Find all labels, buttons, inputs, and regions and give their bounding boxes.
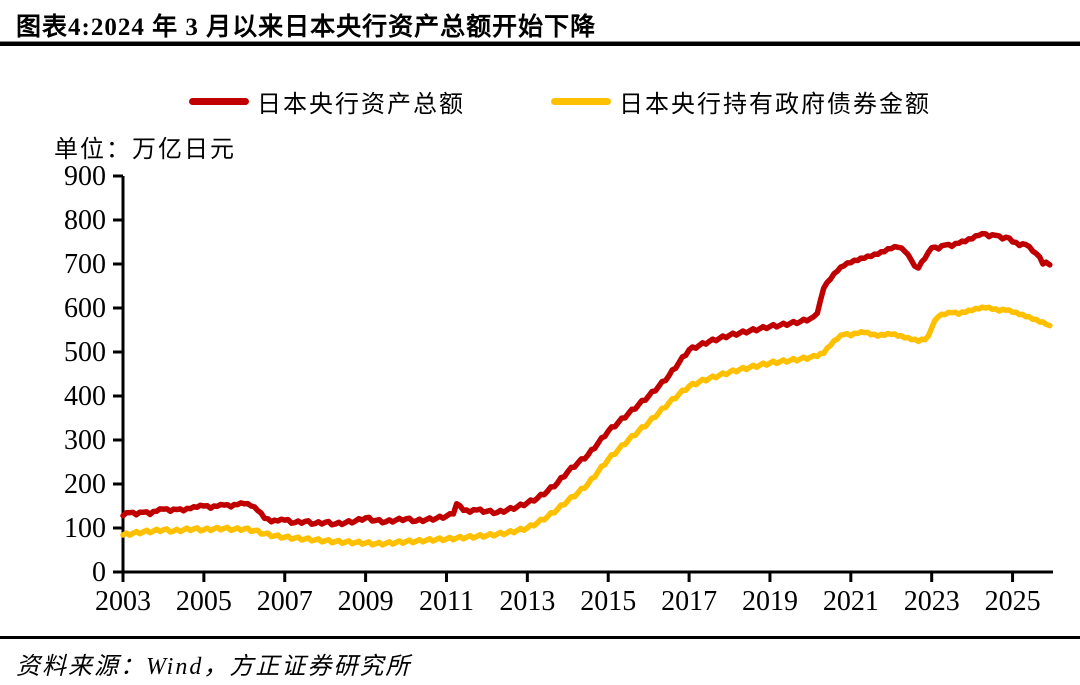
x-tick-label: 2015 <box>580 586 636 617</box>
source-divider <box>0 636 1080 639</box>
figure-title: 图表4:2024 年 3 月以来日本央行资产总额开始下降 <box>16 14 597 41</box>
x-tick-label: 2021 <box>823 586 879 617</box>
y-tick-label: 0 <box>92 557 106 588</box>
y-tick-label: 900 <box>64 161 106 192</box>
y-tick-label: 100 <box>64 513 106 544</box>
title-divider <box>0 41 1080 46</box>
x-tick-label: 2005 <box>176 586 232 617</box>
legend-swatch-total-assets <box>189 98 249 105</box>
x-tick-label: 2003 <box>95 586 151 617</box>
legend-label-jgb-holdings: 日本央行持有政府债券金额 <box>619 92 931 118</box>
x-tick-label: 2017 <box>661 586 717 617</box>
x-tick-label: 2009 <box>338 586 394 617</box>
legend-label-total-assets: 日本央行资产总额 <box>257 92 465 118</box>
axis-unit-label: 单位：万亿日元 <box>54 137 236 163</box>
series-line-1 <box>120 304 1053 548</box>
y-tick-label: 300 <box>64 425 106 456</box>
x-tick-label: 2023 <box>904 586 960 617</box>
source-note: 资料来源：Wind，方正证券研究所 <box>16 654 412 680</box>
series-line-0 <box>120 230 1053 528</box>
y-tick-label: 500 <box>64 337 106 368</box>
x-tick-label: 2011 <box>419 586 474 617</box>
y-tick-label: 400 <box>64 381 106 412</box>
y-tick-label: 200 <box>64 469 106 500</box>
y-tick-label: 700 <box>64 249 106 280</box>
x-tick-label: 2013 <box>499 586 555 617</box>
y-tick-label: 800 <box>64 205 106 236</box>
x-tick-label: 2025 <box>985 586 1041 617</box>
chart-legend: 日本央行资产总额 日本央行持有政府债券金额 <box>0 84 1080 119</box>
x-tick-label: 2007 <box>257 586 313 617</box>
x-tick-label: 2019 <box>742 586 798 617</box>
legend-item-total-assets: 日本央行资产总额 <box>189 84 465 119</box>
y-tick-label: 600 <box>64 293 106 324</box>
legend-swatch-jgb-holdings <box>551 98 611 105</box>
legend-item-jgb-holdings: 日本央行持有政府债券金额 <box>551 84 931 119</box>
